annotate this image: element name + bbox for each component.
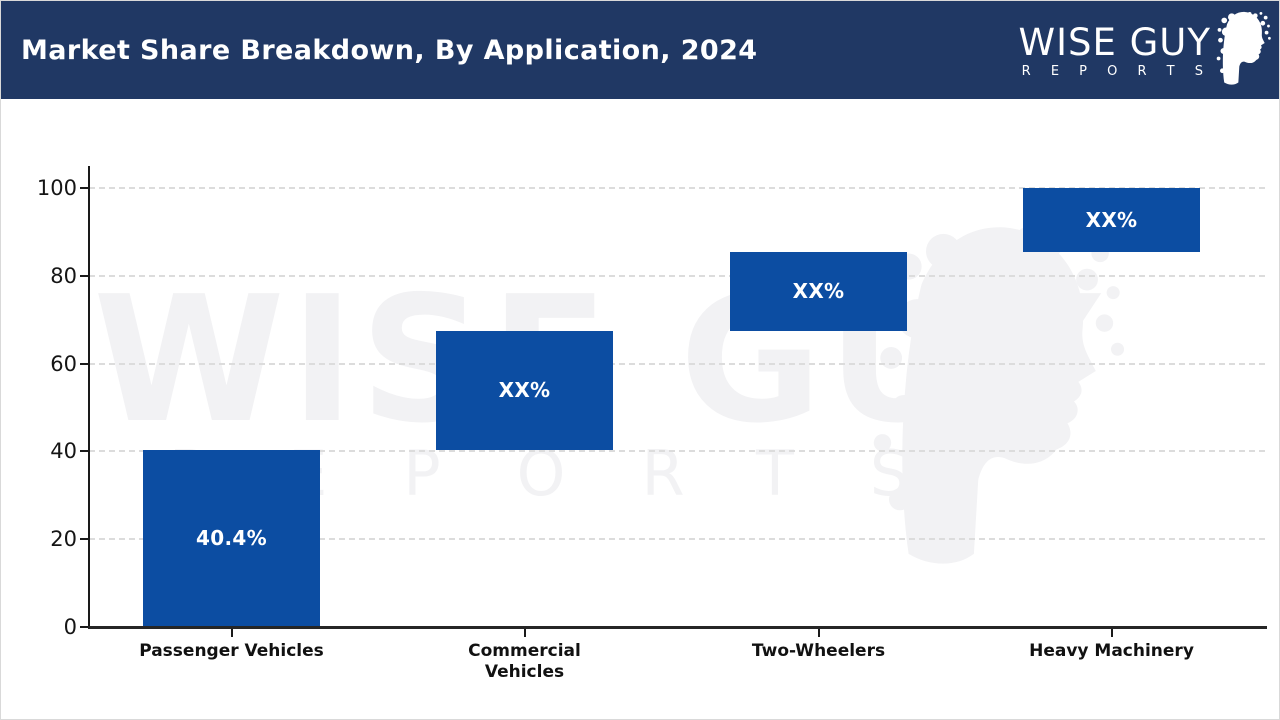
page-title: Market Share Breakdown, By Application, … [21, 34, 758, 66]
y-tick-mark [80, 626, 88, 628]
wise-guy-reports-logo: WISE GUY R E P O R T S [1019, 9, 1273, 93]
bar-heavy-machinery: XX% [1023, 188, 1200, 252]
y-tick-label: 0 [63, 615, 77, 639]
bar-commercial-vehicles: XX% [436, 330, 613, 450]
y-tick-mark [80, 362, 88, 365]
logo-subtitle: R E P O R T S [1021, 63, 1211, 79]
x-category-label: Commercial Vehicles [468, 641, 581, 683]
gridline-20 [89, 538, 1265, 541]
header-bar: Market Share Breakdown, By Application, … [1, 1, 1279, 99]
gridline-40 [89, 450, 1265, 453]
logo-text: WISE GUY R E P O R T S [1019, 24, 1211, 79]
bar-value-label: XX% [1085, 207, 1138, 232]
bar-value-label: XX% [792, 279, 845, 304]
bar-value-label: XX% [498, 378, 551, 403]
x-category-label: Two-Wheelers [751, 641, 886, 661]
y-tick-label: 20 [50, 527, 77, 552]
gridline-60 [89, 362, 1265, 365]
x-tick-mark [230, 629, 233, 637]
logo-name: WISE GUY [1018, 20, 1211, 64]
y-axis-line [88, 166, 90, 628]
bar-passenger-vehicles: 40.4% [143, 449, 320, 627]
x-axis-line [88, 626, 1267, 629]
y-tick-mark [80, 187, 88, 189]
y-tick-mark [80, 274, 88, 277]
y-tick-label: 80 [50, 263, 77, 288]
market-share-chart: WISE GUY REPORTS 02040608010040.4%Passen… [1, 99, 1279, 719]
bar-value-label: 40.4% [196, 526, 267, 551]
gridline-80 [89, 274, 1265, 277]
bar-two-wheelers: XX% [730, 251, 907, 331]
y-tick-label: 60 [50, 351, 77, 376]
x-tick-mark [523, 629, 526, 637]
y-tick-mark [80, 450, 88, 453]
head-profile-icon [1215, 11, 1273, 91]
y-tick-mark [80, 538, 88, 541]
y-tick-label: 40 [50, 439, 77, 464]
x-category-label: Passenger Vehicles [139, 641, 324, 661]
x-tick-mark [817, 629, 820, 637]
gridline-100 [89, 187, 1265, 189]
x-tick-mark [1110, 629, 1113, 637]
y-tick-label: 100 [36, 176, 77, 200]
x-category-label: Heavy Machinery [1029, 641, 1194, 661]
